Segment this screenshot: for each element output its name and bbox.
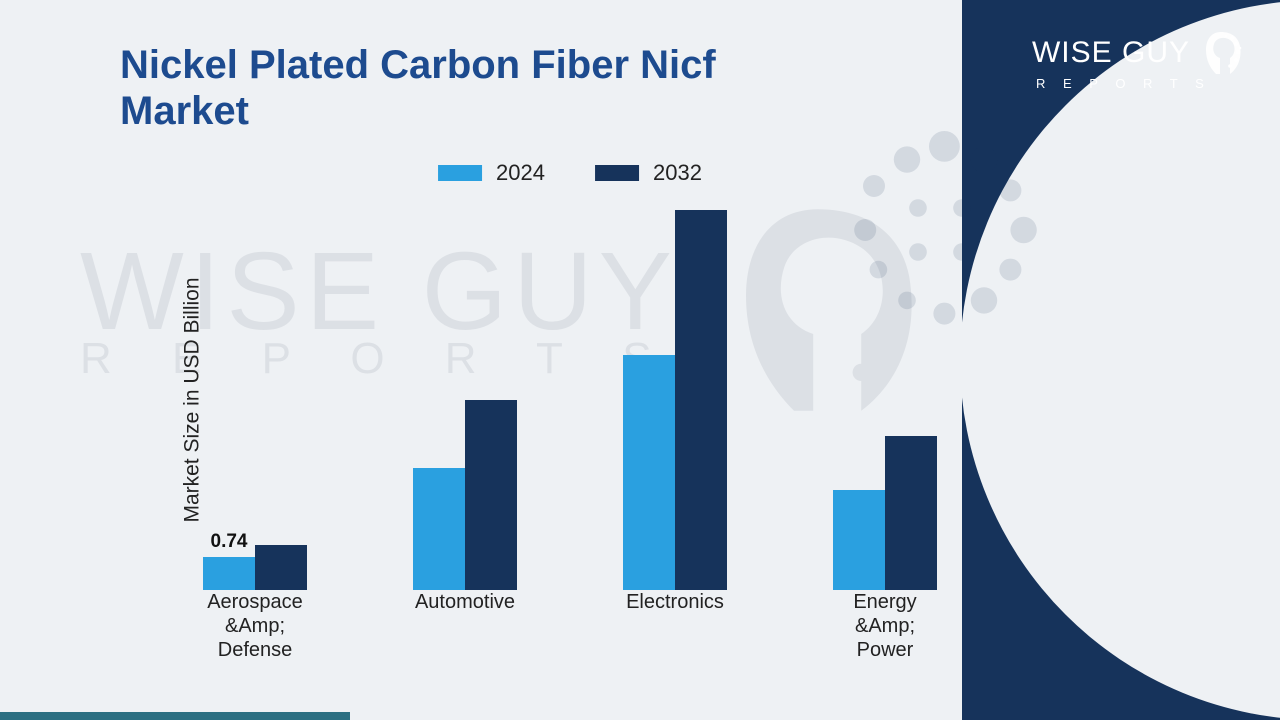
brand-head-icon [1196, 28, 1246, 78]
bar-2032 [465, 400, 517, 590]
bar-2024 [413, 468, 465, 590]
legend-swatch-2024 [438, 165, 482, 181]
bar-2032 [885, 436, 937, 590]
legend-label-2032: 2032 [653, 160, 702, 186]
brand-line1: WISE GUY [1032, 36, 1190, 70]
legend-item-2024: 2024 [438, 160, 545, 186]
bar-2032 [255, 545, 307, 590]
chart-canvas: WISE GUY R E P O R T S Nickel Plated Car… [0, 0, 1280, 720]
bar-groups: 0.74 [150, 210, 990, 590]
x-axis: Aerospace&Amp;Defense Automotive Electroni… [150, 590, 990, 662]
legend-label-2024: 2024 [496, 160, 545, 186]
bar-2024: 0.74 [203, 557, 255, 590]
bar-group [413, 400, 517, 590]
bar-2032 [675, 210, 727, 590]
x-label: Energy&Amp;Power [805, 590, 965, 662]
bar-2024 [623, 355, 675, 590]
bar-group [833, 436, 937, 590]
chart-area: Market Size in USD Billion 2024 2032 0.7… [130, 160, 1010, 640]
data-label: 0.74 [211, 531, 248, 553]
brand-line2: R E P O R T S [1032, 76, 1246, 91]
bottom-accent-bar [0, 712, 350, 720]
x-label: Automotive [385, 590, 545, 662]
legend: 2024 2032 [438, 160, 702, 186]
plot-area: 0.74 [150, 210, 990, 590]
bar-2024 [833, 490, 885, 590]
bar-group: 0.74 [203, 545, 307, 590]
legend-swatch-2032 [595, 165, 639, 181]
chart-title: Nickel Plated Carbon Fiber Nicf Market [120, 42, 840, 134]
x-label: Electronics [595, 590, 755, 662]
legend-item-2032: 2032 [595, 160, 702, 186]
x-label: Aerospace&Amp;Defense [175, 590, 335, 662]
bar-group [623, 210, 727, 590]
brand-logo: WISE GUY R E P O R T S [1032, 28, 1246, 91]
